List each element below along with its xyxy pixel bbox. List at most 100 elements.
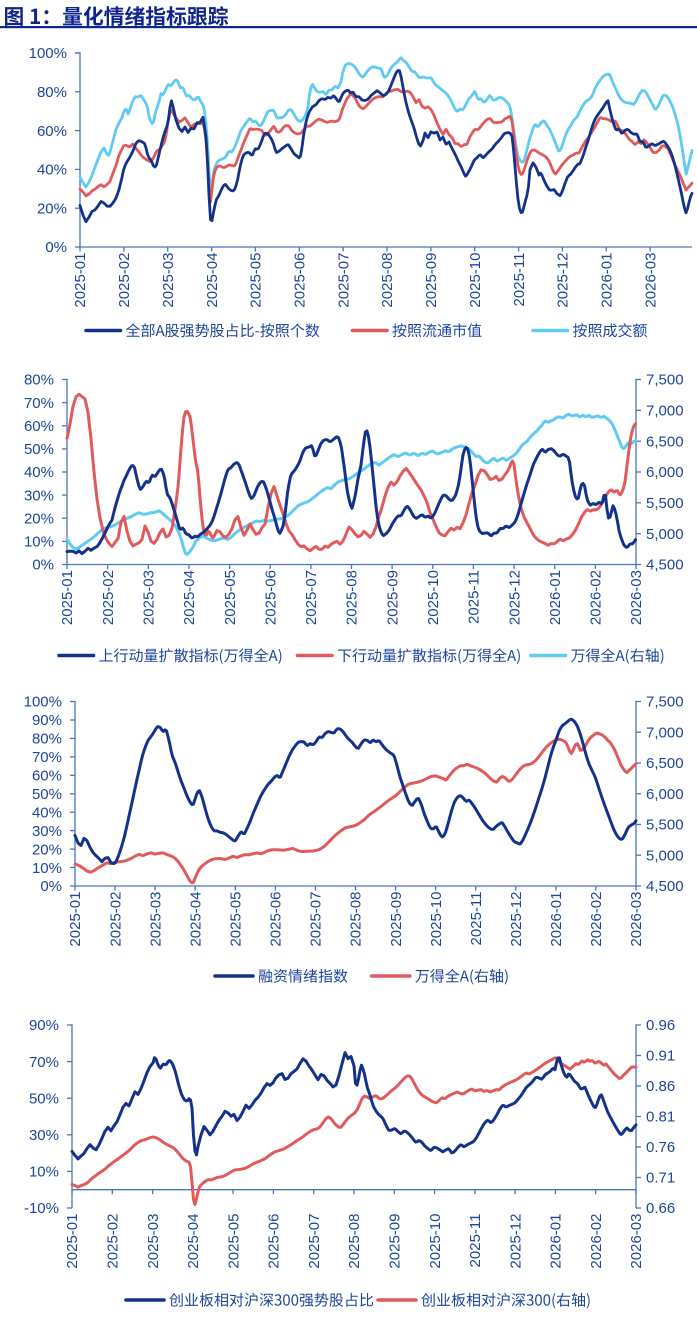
svg-text:80%: 80% xyxy=(32,731,62,748)
svg-text:7,000: 7,000 xyxy=(646,403,684,420)
svg-text:10%: 10% xyxy=(32,860,62,877)
svg-text:2025-06: 2025-06 xyxy=(262,570,279,625)
svg-text:80%: 80% xyxy=(24,372,54,389)
svg-text:2026-02: 2026-02 xyxy=(588,570,605,625)
svg-text:0.91: 0.91 xyxy=(646,1048,675,1065)
svg-text:2026-03: 2026-03 xyxy=(628,892,645,947)
svg-text:2025-01: 2025-01 xyxy=(67,892,84,947)
svg-text:2025-05: 2025-05 xyxy=(222,570,239,625)
svg-text:2025-05: 2025-05 xyxy=(225,1214,242,1269)
svg-text:2026-02: 2026-02 xyxy=(588,1214,605,1269)
svg-text:2025-10: 2025-10 xyxy=(427,1214,444,1269)
svg-text:20%: 20% xyxy=(32,841,62,858)
svg-text:2025-02: 2025-02 xyxy=(116,253,133,308)
svg-text:0%: 0% xyxy=(32,557,54,574)
svg-text:7,500: 7,500 xyxy=(646,372,684,389)
svg-text:100%: 100% xyxy=(24,694,62,711)
svg-text:2025-11: 2025-11 xyxy=(466,570,483,624)
svg-text:2025-11: 2025-11 xyxy=(467,1214,484,1268)
svg-text:2025-02: 2025-02 xyxy=(100,570,117,625)
svg-text:0.86: 0.86 xyxy=(646,1078,675,1095)
svg-text:2025-05: 2025-05 xyxy=(228,892,245,947)
svg-text:60%: 60% xyxy=(37,123,67,140)
svg-text:2025-07: 2025-07 xyxy=(308,892,325,947)
svg-text:90%: 90% xyxy=(29,1017,59,1034)
svg-text:40%: 40% xyxy=(37,162,67,179)
svg-text:2025-06: 2025-06 xyxy=(266,1214,283,1269)
svg-text:2025-09: 2025-09 xyxy=(423,253,440,308)
svg-text:2025-08: 2025-08 xyxy=(348,892,365,947)
svg-text:2025-03: 2025-03 xyxy=(141,570,158,625)
svg-text:2026-03: 2026-03 xyxy=(642,253,659,308)
svg-text:2025-04: 2025-04 xyxy=(185,1214,202,1269)
svg-text:2025-10: 2025-10 xyxy=(428,892,445,947)
svg-text:2025-01: 2025-01 xyxy=(59,570,76,625)
svg-text:2025-09: 2025-09 xyxy=(387,1214,404,1269)
svg-text:2025-08: 2025-08 xyxy=(346,1214,363,1269)
svg-text:30%: 30% xyxy=(32,823,62,840)
svg-text:40%: 40% xyxy=(32,804,62,821)
svg-text:2025-01: 2025-01 xyxy=(64,1214,81,1269)
svg-text:10%: 10% xyxy=(29,1164,59,1181)
svg-text:4,500: 4,500 xyxy=(646,878,684,895)
svg-text:0.81: 0.81 xyxy=(646,1109,675,1126)
svg-text:2025-12: 2025-12 xyxy=(506,570,523,625)
svg-text:60%: 60% xyxy=(24,418,54,435)
svg-text:2025-09: 2025-09 xyxy=(388,892,405,947)
svg-text:0%: 0% xyxy=(45,239,67,256)
svg-text:5,000: 5,000 xyxy=(646,526,684,543)
svg-text:7,500: 7,500 xyxy=(646,694,684,711)
svg-text:2025-06: 2025-06 xyxy=(268,892,285,947)
svg-text:2026-01: 2026-01 xyxy=(547,570,564,625)
svg-text:0%: 0% xyxy=(40,878,62,895)
svg-text:2025-12: 2025-12 xyxy=(555,253,572,308)
svg-text:6,500: 6,500 xyxy=(646,755,684,772)
svg-text:2025-03: 2025-03 xyxy=(160,253,177,308)
svg-text:2025-10: 2025-10 xyxy=(425,570,442,625)
svg-text:2025-04: 2025-04 xyxy=(204,252,221,307)
svg-text:6,500: 6,500 xyxy=(646,433,684,450)
svg-text:2025-03: 2025-03 xyxy=(145,1214,162,1269)
svg-text:6,000: 6,000 xyxy=(646,786,684,803)
svg-text:2025-07: 2025-07 xyxy=(306,1214,323,1269)
svg-text:2025-12: 2025-12 xyxy=(508,892,525,947)
svg-text:100%: 100% xyxy=(29,45,67,62)
svg-text:2025-07: 2025-07 xyxy=(335,253,352,308)
svg-text:0.76: 0.76 xyxy=(646,1139,675,1156)
svg-text:2026-03: 2026-03 xyxy=(628,1214,645,1269)
svg-text:2025-04: 2025-04 xyxy=(187,892,204,947)
svg-text:30%: 30% xyxy=(24,487,54,504)
svg-text:2026-01: 2026-01 xyxy=(548,892,565,947)
svg-text:2025-12: 2025-12 xyxy=(507,1214,524,1269)
svg-text:2025-02: 2025-02 xyxy=(105,1214,122,1269)
svg-text:2025-07: 2025-07 xyxy=(303,570,320,625)
svg-text:2025-09: 2025-09 xyxy=(384,570,401,625)
svg-text:2026-02: 2026-02 xyxy=(588,892,605,947)
svg-text:10%: 10% xyxy=(24,534,54,551)
svg-text:2026-01: 2026-01 xyxy=(548,1214,565,1269)
svg-text:5,500: 5,500 xyxy=(646,495,684,512)
svg-text:30%: 30% xyxy=(29,1127,59,1144)
svg-text:-10%: -10% xyxy=(24,1200,59,1217)
svg-text:40%: 40% xyxy=(24,464,54,481)
svg-text:70%: 70% xyxy=(32,749,62,766)
svg-text:70%: 70% xyxy=(29,1054,59,1071)
svg-text:2025-08: 2025-08 xyxy=(379,253,396,308)
svg-text:2025-11: 2025-11 xyxy=(511,253,528,307)
svg-text:0.96: 0.96 xyxy=(646,1017,675,1034)
svg-text:2025-05: 2025-05 xyxy=(248,253,265,308)
svg-text:4,500: 4,500 xyxy=(646,557,684,574)
svg-text:7,000: 7,000 xyxy=(646,725,684,742)
svg-text:20%: 20% xyxy=(37,200,67,217)
svg-text:2026-01: 2026-01 xyxy=(599,253,616,308)
svg-text:2026-03: 2026-03 xyxy=(628,570,645,625)
svg-text:20%: 20% xyxy=(24,511,54,528)
svg-text:2025-11: 2025-11 xyxy=(468,892,485,946)
svg-text:2025-02: 2025-02 xyxy=(107,892,124,947)
svg-text:90%: 90% xyxy=(32,712,62,729)
svg-text:2025-03: 2025-03 xyxy=(147,892,164,947)
svg-text:2025-10: 2025-10 xyxy=(467,253,484,308)
svg-text:6,000: 6,000 xyxy=(646,464,684,481)
svg-text:0.71: 0.71 xyxy=(646,1170,675,1187)
svg-text:5,000: 5,000 xyxy=(646,848,684,865)
